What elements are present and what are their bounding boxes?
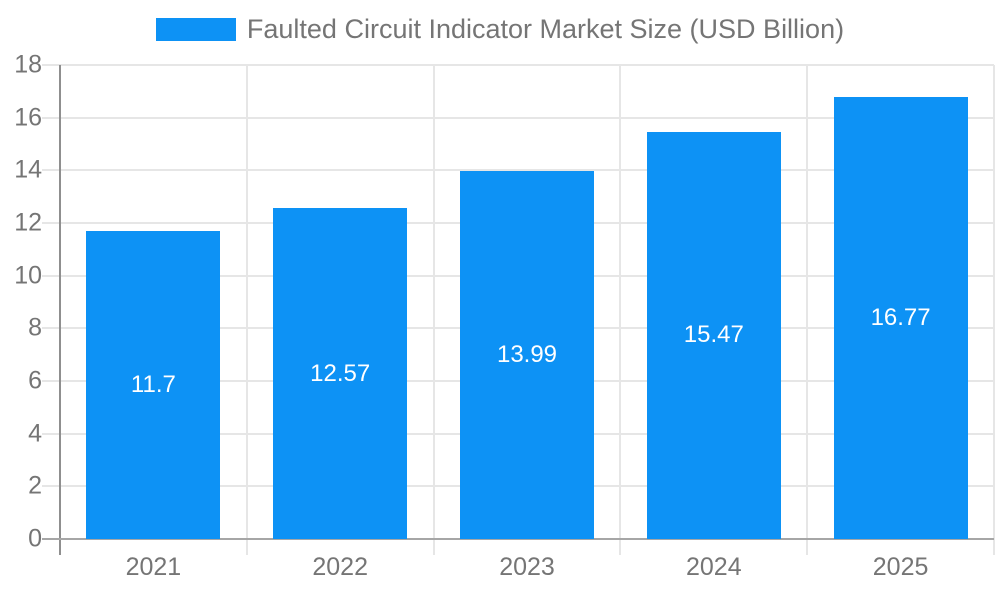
legend-swatch xyxy=(155,18,236,41)
bar-value-label-2025: 16.77 xyxy=(870,304,931,332)
gridline-x-2 xyxy=(432,65,435,555)
x-axis-line xyxy=(42,538,994,540)
gridline-x-1 xyxy=(245,65,248,555)
bar-value-label-2021: 11.7 xyxy=(130,370,176,398)
bar-2022[interactable] xyxy=(273,208,408,539)
bar-value-label-2022: 12.57 xyxy=(310,359,371,387)
x-tick-label-2022: 2022 xyxy=(312,553,368,581)
y-tick-label-2: 2 xyxy=(28,471,42,500)
gridline-y-14 xyxy=(42,169,994,172)
y-tick-label-0: 0 xyxy=(28,524,42,553)
gridline-y-16 xyxy=(42,116,994,119)
y-axis-line xyxy=(59,65,61,555)
x-tick-label-2025: 2025 xyxy=(872,553,929,581)
gridline-x-4 xyxy=(806,65,809,555)
gridline-y-18 xyxy=(42,64,994,66)
bar-value-label-2023: 13.99 xyxy=(496,340,558,368)
gridline-x-3 xyxy=(619,65,622,555)
bar-value-label-2024: 15.47 xyxy=(683,321,744,349)
y-tick-label-16: 16 xyxy=(14,103,42,132)
x-tick-label-2021: 2021 xyxy=(125,553,182,581)
bar-2023[interactable] xyxy=(460,170,594,539)
bar-2021[interactable] xyxy=(86,230,221,539)
chart-legend[interactable]: Faulted Circuit Indicator Market Size (U… xyxy=(0,14,1000,45)
y-tick-label-18: 18 xyxy=(14,50,42,79)
y-tick-label-12: 12 xyxy=(14,208,42,237)
x-tick-label-2024: 2024 xyxy=(685,553,742,581)
y-tick-label-4: 4 xyxy=(28,419,42,448)
legend-label: Faulted Circuit Indicator Market Size (U… xyxy=(246,14,845,44)
bar-2025[interactable] xyxy=(833,97,968,539)
y-tick-label-6: 6 xyxy=(28,366,42,395)
y-tick-label-14: 14 xyxy=(14,155,42,184)
y-tick-label-8: 8 xyxy=(28,313,42,342)
plot-area: 11.7 12.57 13.99 15.47 16.77 xyxy=(42,64,995,555)
plot-right-border xyxy=(993,65,995,555)
y-tick-label-10: 10 xyxy=(14,261,42,290)
x-tick-label-2023: 2023 xyxy=(499,553,555,581)
bar-2024[interactable] xyxy=(646,131,781,539)
